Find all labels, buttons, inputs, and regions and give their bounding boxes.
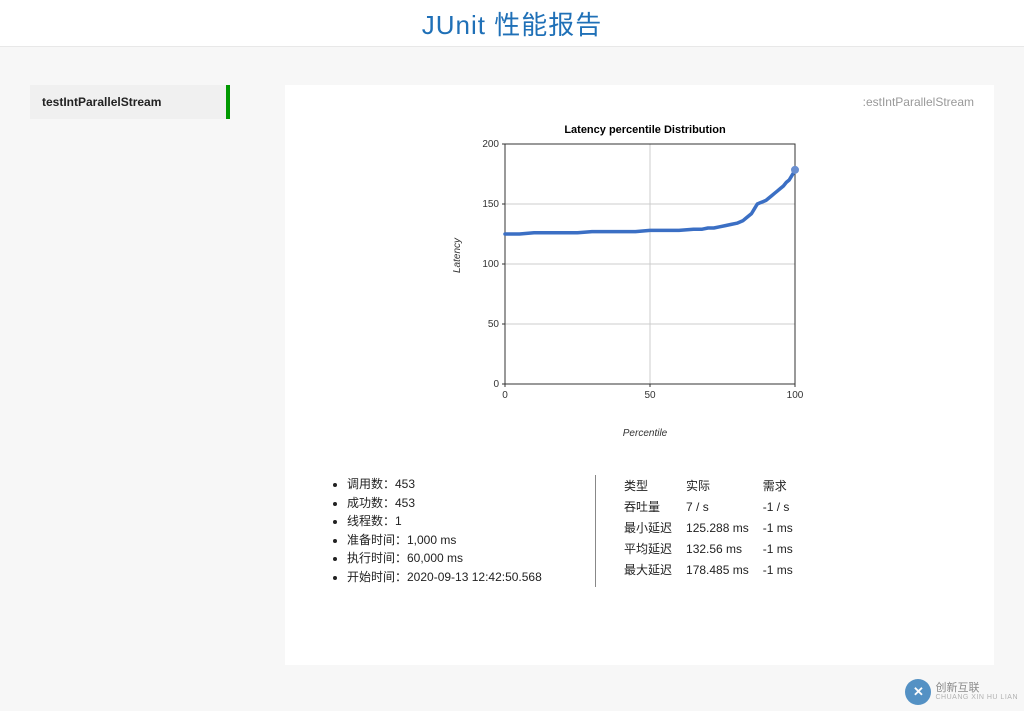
metrics-cell: 最大延迟 — [624, 559, 686, 580]
chart-x-axis-label: Percentile — [500, 428, 790, 439]
svg-text:100: 100 — [482, 259, 499, 270]
stats-item: 成功数：453 — [347, 494, 585, 513]
stats-item: 开始时间：2020-09-13 12:42:50.568 — [347, 568, 585, 587]
chart-plot-wrap: Latency 050100150200050100 Percentile — [465, 140, 974, 439]
metrics-block: 类型实际需求吞吐量7 / s-1 / s最小延迟125.288 ms-1 ms平… — [595, 475, 807, 587]
metrics-header-cell: 需求 — [763, 475, 807, 496]
watermark: ✕ 创新互联 CHUANG XIN HU LIAN — [905, 679, 1018, 705]
metrics-header-cell: 类型 — [624, 475, 686, 496]
stats-item: 执行时间：60,000 ms — [347, 549, 585, 568]
metrics-cell: 125.288 ms — [686, 517, 763, 538]
svg-text:0: 0 — [502, 390, 508, 401]
metrics-cell: -1 ms — [763, 517, 807, 538]
metrics-cell: 132.56 ms — [686, 538, 763, 559]
chart-y-axis-label: Latency — [452, 238, 463, 273]
svg-text:100: 100 — [787, 390, 803, 401]
metrics-cell: 7 / s — [686, 496, 763, 517]
metrics-cell: -1 ms — [763, 559, 807, 580]
metrics-cell: -1 ms — [763, 538, 807, 559]
metrics-row: 平均延迟132.56 ms-1 ms — [624, 538, 807, 559]
metrics-cell: 最小延迟 — [624, 517, 686, 538]
metrics-row: 吞吐量7 / s-1 / s — [624, 496, 807, 517]
page-header: JUnit 性能报告 — [0, 0, 1024, 47]
bottom-section: 调用数：453成功数：453线程数：1准备时间：1,000 ms执行时间：60,… — [305, 475, 974, 587]
metrics-row: 最小延迟125.288 ms-1 ms — [624, 517, 807, 538]
stats-list: 调用数：453成功数：453线程数：1准备时间：1,000 ms执行时间：60,… — [315, 475, 585, 587]
svg-text:50: 50 — [488, 319, 500, 330]
stats-item: 准备时间：1,000 ms — [347, 531, 585, 550]
latency-chart: Latency percentile Distribution Latency … — [465, 124, 974, 439]
main-layout: testIntParallelStream :estIntParallelStr… — [0, 47, 1024, 685]
svg-text:200: 200 — [482, 140, 499, 150]
svg-text:50: 50 — [644, 390, 656, 401]
metrics-row: 最大延迟178.485 ms-1 ms — [624, 559, 807, 580]
svg-text:0: 0 — [493, 379, 499, 390]
page-title: JUnit 性能报告 — [422, 5, 602, 42]
stats-item: 调用数：453 — [347, 475, 585, 494]
sidebar-item-test[interactable]: testIntParallelStream — [30, 85, 230, 119]
metrics-table: 类型实际需求吞吐量7 / s-1 / s最小延迟125.288 ms-1 ms平… — [624, 475, 807, 580]
metrics-cell: 178.485 ms — [686, 559, 763, 580]
svg-text:150: 150 — [482, 199, 499, 210]
watermark-sub: CHUANG XIN HU LIAN — [935, 694, 1018, 701]
chart-svg: 0 50 100 150 200 0 50 100 — [475, 140, 803, 406]
content-panel: :estIntParallelStream Latency percentile… — [285, 85, 994, 665]
test-name-breadcrumb: :estIntParallelStream — [863, 95, 974, 109]
metrics-cell: -1 / s — [763, 496, 807, 517]
chart-title: Latency percentile Distribution — [500, 124, 790, 136]
watermark-brand: 创新互联 — [935, 683, 1018, 694]
sidebar-item-label: testIntParallelStream — [42, 95, 161, 109]
metrics-cell: 平均延迟 — [624, 538, 686, 559]
metrics-header-cell: 实际 — [686, 475, 763, 496]
metrics-cell: 吞吐量 — [624, 496, 686, 517]
watermark-logo-icon: ✕ — [905, 679, 931, 705]
sidebar: testIntParallelStream — [30, 85, 230, 665]
stats-item: 线程数：1 — [347, 512, 585, 531]
